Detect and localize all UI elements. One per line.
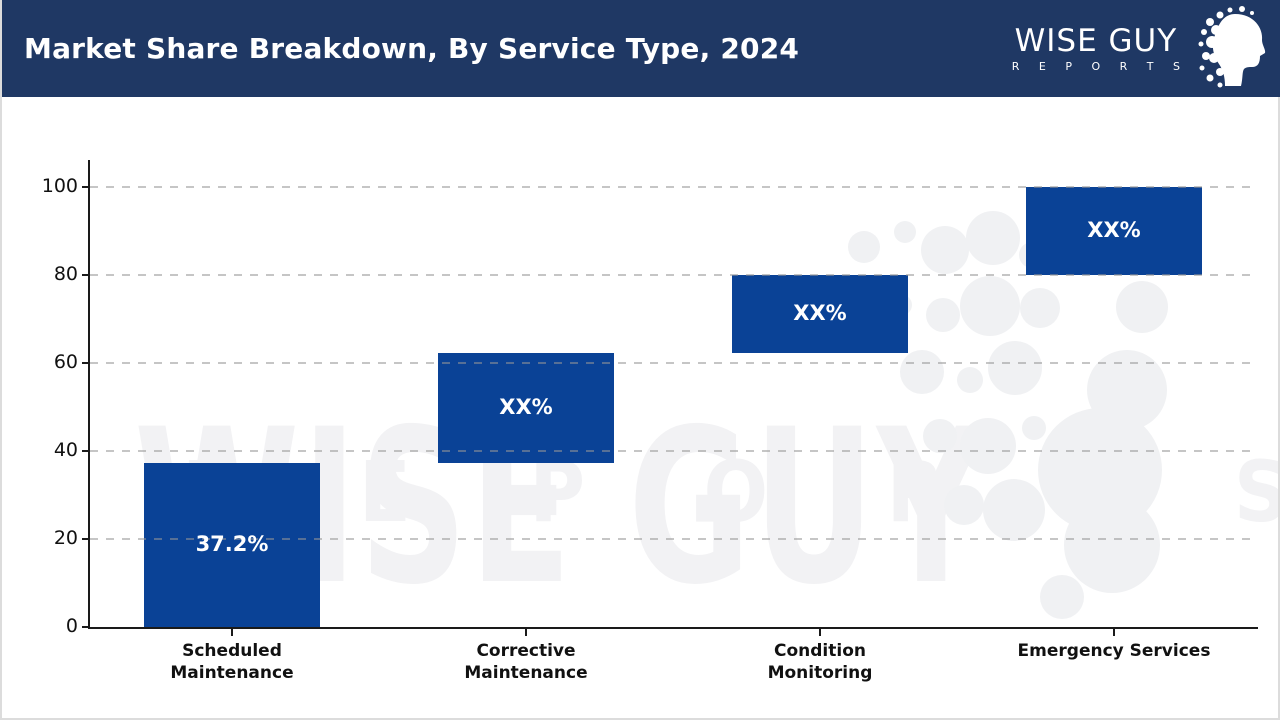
x-axis-spine [88,627,1258,629]
y-tick-mark [82,450,89,452]
gridline [90,362,1258,364]
bar-label: 37.2% [195,532,269,557]
y-tick-label: 60 [53,351,78,373]
watermark-dot [1040,575,1084,619]
x-tick-mark [525,628,527,636]
page-title: Market Share Breakdown, By Service Type,… [24,32,800,65]
watermark-dot [966,211,1020,265]
x-tick-label-line: Corrective [476,641,576,661]
gridline [90,450,1258,452]
bar-label: XX% [499,395,553,420]
bar [1026,187,1202,275]
y-tick-label: 20 [53,527,78,549]
logo-name: WISE GUY [1014,22,1178,59]
watermark-dot [900,350,944,394]
y-tick-mark [82,362,89,364]
bar-label: XX% [1087,217,1141,242]
y-tick-mark [82,186,89,188]
x-tick-label: Scheduled Maintenance [102,640,362,684]
bar-label: XX% [793,300,847,325]
x-tick-label-line: Condition [774,641,866,661]
x-tick-label-line: Scheduled [182,641,282,661]
watermark-dot [1064,497,1160,593]
bar [144,463,320,627]
header-bar: Market Share Breakdown, By Service Type,… [2,0,1280,97]
x-tick-label: Condition Monitoring [690,640,950,684]
logo-text: WISE GUY R E P O R T S [1004,22,1188,73]
x-tick-label-line: Emergency Services [1017,641,1211,661]
watermark-dot [923,419,957,453]
gridline [90,538,1258,540]
watermark-dot [848,231,880,263]
watermark-dot [1116,281,1168,333]
y-tick-mark [82,626,89,628]
watermark-dot [983,479,1045,541]
y-axis-spine [88,160,90,629]
watermark-dot [960,418,1016,474]
x-tick-label-line: Monitoring [767,663,873,683]
bar [732,274,908,353]
watermark-dot [921,226,969,274]
x-tick-mark [819,628,821,636]
gridline [90,186,1258,188]
y-tick-label: 80 [53,263,78,285]
watermark-dot [926,298,960,332]
chart-area: WISE GUY R E P O R T S 37.2% XX% XX% XX% 0 20… [2,97,1278,718]
x-tick-label-line: Maintenance [464,663,588,683]
y-tick-label: 100 [41,175,78,197]
watermark-dot [944,485,984,525]
x-tick-label-line: Maintenance [170,663,294,683]
watermark-dot [960,276,1020,336]
y-tick-label: 40 [53,439,78,461]
watermark-dot [1020,288,1060,328]
y-tick-mark [82,274,89,276]
gridline [90,274,1258,276]
y-tick-label: 0 [65,615,78,637]
x-tick-mark [231,628,233,636]
head-profile-icon [1198,5,1266,87]
y-tick-mark [82,538,89,540]
bar [438,352,614,464]
watermark-dot [894,221,916,243]
x-tick-mark [1113,628,1115,636]
watermark-dot [1022,416,1046,440]
watermark-dot [988,341,1042,395]
watermark-dot [957,367,983,393]
logo-tagline: R E P O R T S [1011,59,1188,73]
x-tick-label: Corrective Maintenance [396,640,656,684]
wise-guy-logo: WISE GUY R E P O R T S [1004,5,1268,92]
x-tick-label: Emergency Services [984,640,1244,662]
